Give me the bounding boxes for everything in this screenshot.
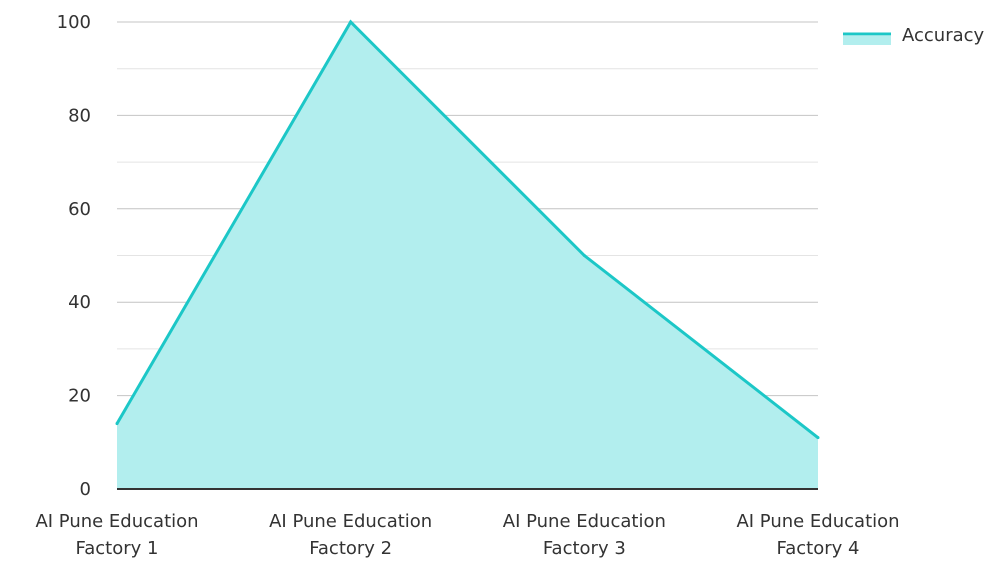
y-tick-label: 40	[68, 292, 91, 313]
x-tick-label: AI Pune Education Factory 1	[35, 511, 198, 559]
y-tick-label: 20	[68, 386, 91, 407]
legend-fill-swatch	[843, 36, 891, 45]
y-tick-label: 100	[57, 12, 91, 33]
data-point	[582, 254, 586, 257]
series-line-accuracy	[115, 19, 819, 439]
x-tick-label: AI Pune Education Factory 3	[503, 511, 666, 559]
y-tick-label: 60	[68, 199, 91, 220]
y-tick-label: 0	[80, 479, 91, 500]
legend: Accuracy	[843, 25, 985, 46]
data-point	[816, 436, 820, 440]
x-tick-label: AI Pune Education Factory 2	[269, 511, 432, 559]
y-tick-label: 80	[68, 105, 91, 126]
data-point	[115, 422, 119, 426]
series-area-group	[115, 19, 820, 489]
data-point	[349, 20, 353, 24]
series-area-accuracy	[117, 22, 818, 489]
axes: 0 20 40 60 80 100 AI Pune Education Factory 1 AI…	[35, 12, 899, 559]
legend-label-accuracy: Accuracy	[902, 25, 985, 46]
x-tick-label: AI Pune Education Factory 4	[736, 511, 899, 559]
